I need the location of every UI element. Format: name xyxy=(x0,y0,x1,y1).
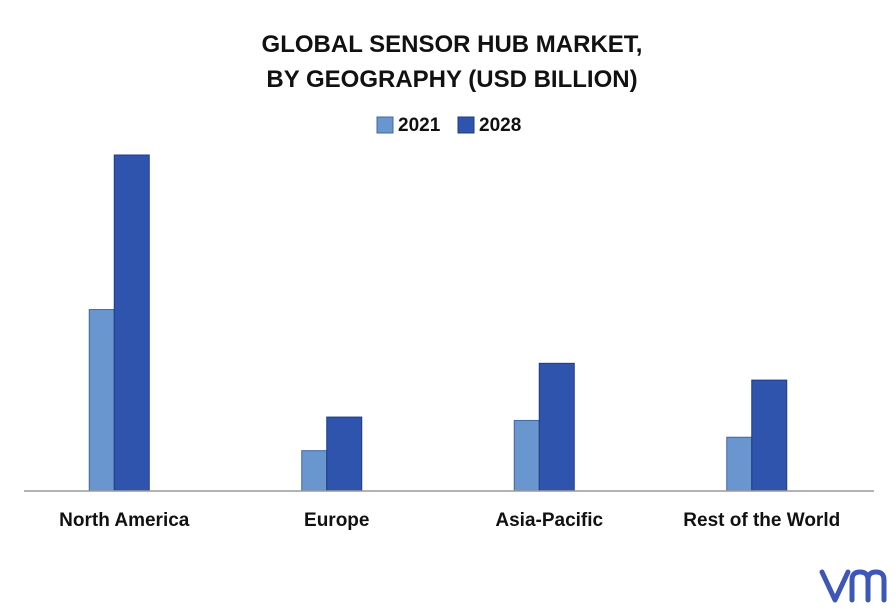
category-label-north-america: North America xyxy=(59,510,190,531)
legend-swatch-2021 xyxy=(376,116,394,134)
bar-europe-2028 xyxy=(326,416,363,492)
legend-label-2028: 2028 xyxy=(479,115,521,136)
chart-title-line-2: BY GEOGRAPHY (USD BILLION) xyxy=(266,66,637,93)
bar-rest-of-the-world-2021 xyxy=(726,436,753,492)
bar-asia-pacific-2028 xyxy=(538,362,575,492)
legend: 2021 2028 xyxy=(376,115,521,136)
category-label-rest-of-the-world: Rest of the World xyxy=(683,510,840,531)
legend-swatch-2028 xyxy=(457,116,475,134)
bar-north-america-2021 xyxy=(88,309,115,492)
category-labels: North America Europe Asia-Pacific Rest of t… xyxy=(59,510,840,531)
bars-group xyxy=(88,154,788,492)
category-label-asia-pacific: Asia-Pacific xyxy=(495,510,603,531)
vmr-logo-icon xyxy=(819,569,887,603)
bar-asia-pacific-2021 xyxy=(513,419,540,492)
chart-title-line-1: GLOBAL SENSOR HUB MARKET, xyxy=(262,31,643,58)
bar-rest-of-the-world-2028 xyxy=(751,379,788,492)
bar-north-america-2028 xyxy=(113,154,150,492)
bar-europe-2021 xyxy=(301,450,328,492)
legend-label-2021: 2021 xyxy=(398,115,441,136)
category-label-europe: Europe xyxy=(304,510,369,531)
